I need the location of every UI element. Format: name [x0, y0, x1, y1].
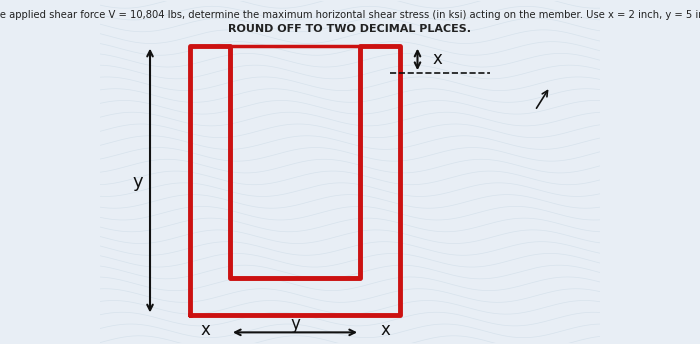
- Text: ROUND OFF TO TWO DECIMAL PLACES.: ROUND OFF TO TWO DECIMAL PLACES.: [228, 24, 472, 34]
- Text: y: y: [290, 315, 300, 333]
- Text: x: x: [200, 321, 210, 339]
- Text: x: x: [380, 321, 390, 339]
- Text: y: y: [132, 173, 143, 191]
- Text: x: x: [433, 51, 442, 68]
- Text: If the applied shear force V = 10,804 lbs, determine the maximum horizontal shea: If the applied shear force V = 10,804 lb…: [0, 10, 700, 20]
